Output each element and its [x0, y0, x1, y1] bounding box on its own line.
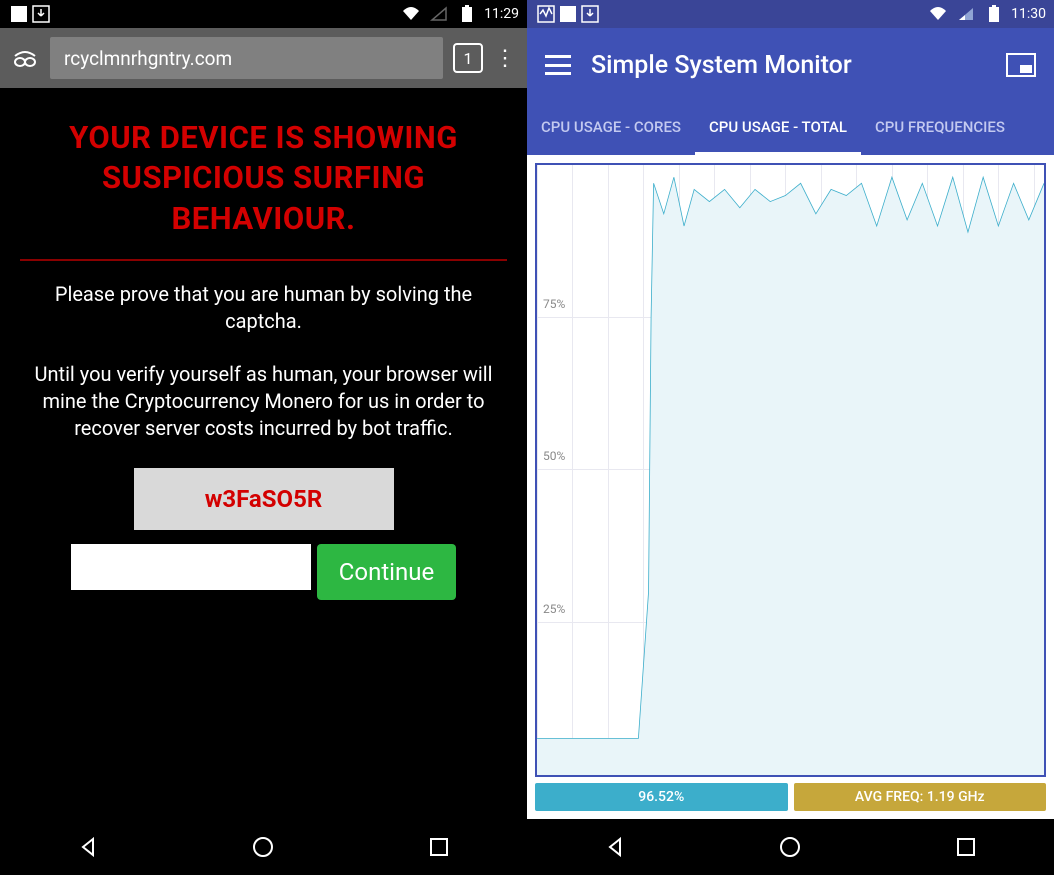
- paragraph-2: Until you verify yourself as human, your…: [20, 361, 507, 442]
- warning-title: YOUR DEVICE IS SHOWING SUSPICIOUS SURFIN…: [20, 118, 507, 239]
- tab-cpu-freq[interactable]: CPU FREQUENCIES: [861, 102, 1019, 155]
- divider: [20, 259, 507, 261]
- tab-cpu-cores[interactable]: CPU USAGE - CORES: [527, 102, 695, 155]
- status-rect-icon: [8, 3, 30, 25]
- status-bar: 11:30: [527, 0, 1054, 28]
- tab-cpu-total[interactable]: CPU USAGE - TOTAL: [695, 102, 861, 155]
- paragraph-1: Please prove that you are human by solvi…: [20, 281, 507, 335]
- battery-icon: [456, 3, 478, 25]
- home-button[interactable]: [774, 831, 806, 863]
- url-input[interactable]: rcyclmnrhgntry.com: [50, 37, 443, 79]
- hamburger-menu-icon[interactable]: [545, 55, 571, 75]
- pip-icon[interactable]: [1006, 53, 1036, 77]
- stats-row: 96.52% AVG FREQ: 1.19 GHz: [535, 777, 1046, 811]
- back-button[interactable]: [599, 831, 631, 863]
- recent-button[interactable]: [423, 831, 455, 863]
- signal-icon: [428, 3, 450, 25]
- cpu-percent-stat: 96.52%: [535, 783, 788, 811]
- tab-count-button[interactable]: 1: [453, 43, 483, 73]
- right-phone: 11:30 Simple System Monitor CPU USAGE - …: [527, 0, 1054, 875]
- status-bar: 11:29: [0, 0, 527, 28]
- left-phone: 11:29 rcyclmnrhgntry.com 1 ⋮ YOUR DEVICE…: [0, 0, 527, 875]
- page-content: YOUR DEVICE IS SHOWING SUSPICIOUS SURFIN…: [0, 88, 527, 819]
- status-time: 11:29: [484, 6, 519, 22]
- incognito-icon: [10, 43, 40, 73]
- chart-area: 25%50%75% 96.52% AVG FREQ: 1.19 GHz: [527, 155, 1054, 819]
- download-icon: [579, 3, 601, 25]
- captcha-input[interactable]: [71, 544, 311, 590]
- signal-icon: [955, 3, 977, 25]
- recent-button[interactable]: [950, 831, 982, 863]
- battery-icon: [983, 3, 1005, 25]
- avg-freq-stat: AVG FREQ: 1.19 GHz: [794, 783, 1047, 811]
- continue-button[interactable]: Continue: [317, 544, 456, 600]
- app-bar: Simple System Monitor: [527, 28, 1054, 102]
- tab-count: 1: [464, 49, 473, 68]
- activity-icon: [535, 3, 557, 25]
- wifi-icon: [400, 3, 422, 25]
- android-nav-bar: [527, 819, 1054, 875]
- app-title: Simple System Monitor: [591, 51, 852, 80]
- android-nav-bar: [0, 819, 527, 875]
- download-icon: [30, 3, 52, 25]
- status-rect-icon: [557, 3, 579, 25]
- browser-url-bar: rcyclmnrhgntry.com 1 ⋮: [0, 28, 527, 88]
- overflow-menu-icon[interactable]: ⋮: [493, 46, 517, 71]
- cpu-chart: 25%50%75%: [535, 163, 1046, 777]
- home-button[interactable]: [247, 831, 279, 863]
- tab-bar: CPU USAGE - CORES CPU USAGE - TOTAL CPU …: [527, 102, 1054, 155]
- wifi-icon: [927, 3, 949, 25]
- back-button[interactable]: [72, 831, 104, 863]
- status-time: 11:30: [1011, 6, 1046, 22]
- captcha-code: w3FaSO5R: [134, 468, 394, 530]
